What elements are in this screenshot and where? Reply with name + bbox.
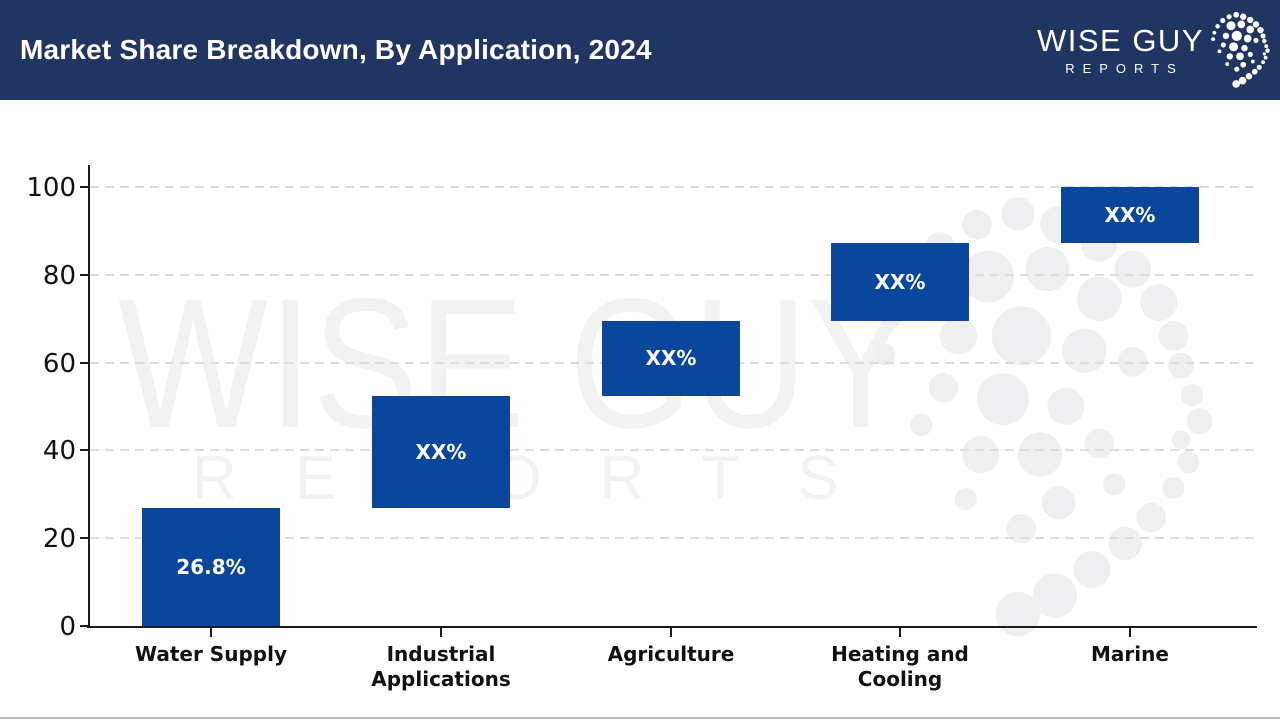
x-axis-line — [87, 626, 1257, 628]
gridline-100 — [90, 186, 1255, 188]
gridline-20 — [90, 537, 1255, 540]
y-tick-0 — [80, 625, 88, 627]
header-banner: Market Share Breakdown, By Application, … — [0, 0, 1280, 100]
y-tick-60 — [80, 361, 88, 364]
bar-value-label: XX% — [415, 439, 467, 464]
x-tick-water-supply — [210, 628, 212, 637]
bar-value-label: XX% — [1104, 202, 1156, 227]
y-tick-label-40: 40 — [42, 436, 76, 467]
bar-agriculture: XX% — [602, 320, 740, 396]
bar-value-label: XX% — [645, 346, 697, 371]
y-tick-label-20: 20 — [42, 524, 76, 555]
y-tick-20 — [80, 537, 88, 540]
x-tick-heating-and-cooling — [899, 628, 901, 637]
y-tick-40 — [80, 449, 88, 452]
wise-guy-reports-logo: WISE GUY REPORTS — [1037, 0, 1272, 100]
y-tick-label-60: 60 — [42, 348, 76, 379]
bar-water-supply: 26.8% — [142, 508, 280, 626]
category-label-heating-and-cooling: Heating and Cooling — [831, 642, 969, 691]
gridline-80 — [90, 273, 1255, 276]
logo-face-icon — [1211, 11, 1270, 88]
logo-sub-text: REPORTS — [1065, 61, 1184, 76]
y-tick-label-80: 80 — [42, 260, 76, 291]
category-label-industrial-applications: Industrial Applications — [371, 642, 511, 691]
y-tick-80 — [80, 273, 88, 276]
category-label-marine: Marine — [1091, 642, 1169, 666]
bar-industrial-applications: XX% — [372, 395, 510, 509]
y-axis-line — [88, 165, 90, 628]
bar-value-label: XX% — [874, 269, 926, 294]
bar-value-label: 26.8% — [176, 555, 246, 580]
y-tick-label-100: 100 — [26, 173, 76, 203]
category-label-water-supply: Water Supply — [135, 642, 287, 666]
x-tick-marine — [1129, 628, 1131, 637]
bar-heating-and-cooling: XX% — [831, 242, 969, 321]
category-label-agriculture: Agriculture — [607, 642, 735, 666]
logo-name-text: WISE GUY — [1036, 23, 1204, 58]
x-tick-agriculture — [670, 628, 672, 637]
y-tick-100 — [80, 186, 88, 188]
y-tick-label-0: 0 — [59, 612, 76, 642]
chart-title: Market Share Breakdown, By Application, … — [20, 34, 652, 65]
bottom-divider — [0, 717, 1280, 719]
x-tick-industrial-applications — [440, 628, 442, 637]
gridline-40 — [90, 449, 1255, 452]
bar-marine: XX% — [1061, 187, 1199, 243]
